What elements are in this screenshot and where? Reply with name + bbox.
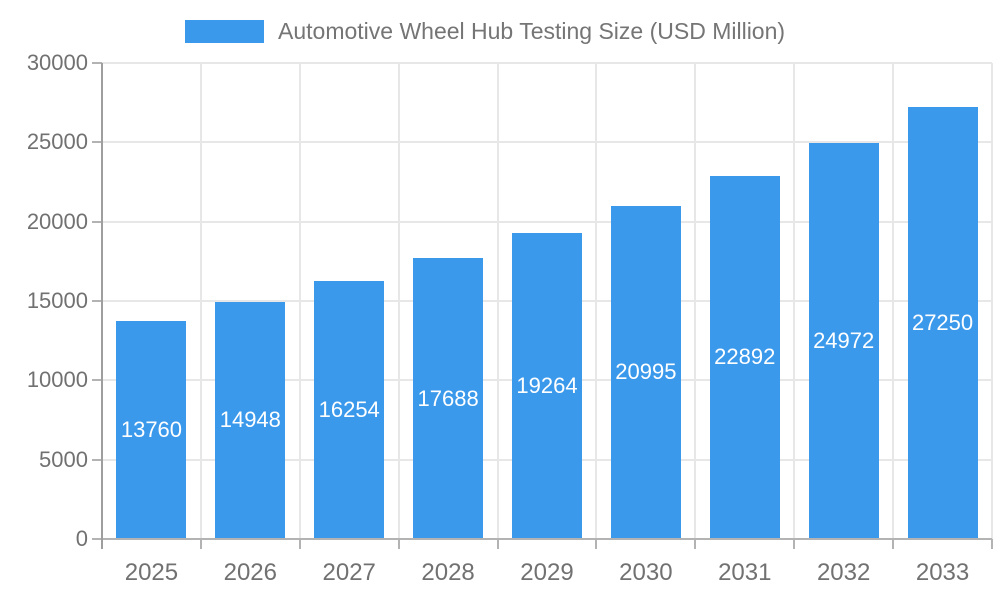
x-axis-tick	[298, 539, 301, 549]
bar-value-label: 27250	[911, 309, 974, 335]
bar-2029	[512, 233, 582, 539]
bar-value-label: 22892	[714, 344, 776, 370]
x-axis-tick	[793, 539, 796, 549]
legend: Automotive Wheel Hub Testing Size (USD M…	[185, 18, 785, 45]
x-axis-label: 2030	[619, 559, 673, 586]
y-axis-label: 25000	[26, 129, 88, 155]
bar-2025	[116, 320, 187, 539]
y-axis-tick	[92, 141, 102, 144]
bar-value-label: 16254	[318, 397, 380, 423]
y-axis-label: 5000	[39, 446, 88, 472]
gridline-vertical	[892, 63, 895, 539]
bar-value-label: 13760	[120, 416, 183, 442]
x-axis-label: 2032	[816, 559, 871, 586]
y-axis-label: 15000	[26, 288, 88, 313]
legend-label: Automotive Wheel Hub Testing Size (USD M…	[278, 18, 786, 44]
gridline-vertical	[595, 63, 598, 539]
bar-2026	[215, 301, 286, 539]
x-axis-tick	[991, 539, 993, 549]
x-axis-tick	[694, 539, 697, 549]
bar-2030	[610, 205, 681, 539]
y-axis-tick	[92, 62, 102, 64]
x-axis-tick	[397, 539, 400, 549]
legend-swatch	[185, 20, 264, 43]
y-axis-tick	[92, 458, 102, 461]
y-axis-label: 0	[75, 526, 88, 551]
bar-2031	[709, 175, 780, 539]
gridline-vertical	[397, 63, 400, 539]
bar-2033	[907, 106, 978, 539]
gridline-horizontal	[102, 62, 992, 64]
x-axis-line	[102, 538, 992, 540]
bar-2032	[808, 142, 879, 539]
bar-value-label: 14948	[219, 407, 281, 433]
bar-2027	[314, 281, 385, 539]
gridline-vertical	[991, 63, 993, 539]
x-axis-tick	[199, 539, 202, 549]
bar-value-label: 17688	[417, 385, 479, 411]
y-axis-tick	[92, 220, 102, 223]
x-axis-label: 2026	[223, 559, 277, 586]
x-axis-label: 2031	[718, 559, 772, 586]
gridline-vertical	[298, 63, 301, 539]
gridline-horizontal	[102, 141, 992, 144]
gridline-vertical	[199, 63, 202, 539]
bar-value-label: 20995	[615, 359, 677, 385]
x-axis-label: 2028	[421, 559, 475, 586]
x-axis-label: 2025	[124, 559, 179, 586]
x-axis-tick	[595, 539, 598, 549]
x-axis-label: 2033	[915, 559, 970, 586]
y-axis-label: 20000	[26, 208, 88, 234]
x-axis-label: 2027	[322, 559, 376, 586]
x-axis-label: 2029	[520, 559, 574, 586]
gridline-vertical	[793, 63, 796, 539]
gridline-horizontal	[102, 220, 992, 223]
y-axis-tick	[92, 379, 102, 382]
x-axis-tick	[892, 539, 895, 549]
bar-value-label: 19264	[516, 373, 578, 399]
y-axis-tick	[92, 300, 102, 302]
y-axis-tick	[92, 538, 102, 540]
y-axis-label: 30000	[26, 50, 88, 75]
y-axis-line	[101, 63, 103, 549]
gridline-vertical	[496, 63, 499, 539]
x-axis-tick	[496, 539, 499, 549]
bar-2028	[413, 258, 484, 539]
y-axis-label: 10000	[26, 367, 88, 393]
bar-value-label: 24972	[813, 327, 875, 353]
gridline-vertical	[694, 63, 697, 539]
